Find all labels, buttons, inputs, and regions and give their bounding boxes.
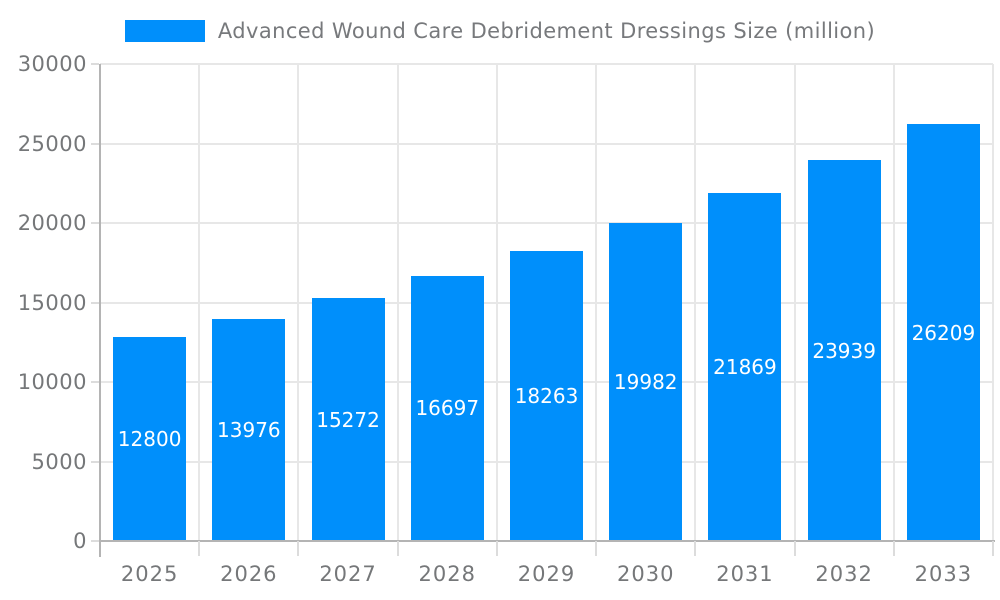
y-axis-line (99, 64, 101, 557)
x-tick-mark (99, 541, 101, 556)
y-tick-mark (91, 63, 99, 65)
y-tick-label-5000: 5000 (31, 449, 87, 474)
x-tick-label-2030: 2030 (616, 562, 675, 586)
legend-swatch (124, 20, 205, 42)
y-tick-label-25000: 25000 (17, 131, 87, 156)
bar-2027[interactable] (311, 298, 385, 541)
x-tick-label-2026: 2026 (220, 562, 278, 586)
x-tick-mark (198, 541, 201, 556)
x-tick-label-2027: 2027 (319, 562, 377, 586)
bar-value-2031: 21869 (713, 355, 777, 380)
y-tick-mark (91, 540, 99, 542)
v-gridline (495, 64, 498, 541)
bar-value-2029: 18263 (514, 383, 579, 408)
x-tick-label-2032: 2032 (815, 562, 873, 586)
x-axis-line (99, 540, 995, 542)
v-gridline (198, 64, 201, 541)
bar-2032[interactable] (807, 160, 881, 541)
bar-2030[interactable] (609, 223, 683, 541)
plot-area: 12800 13976 15272 16697 18263 19982 21869 23939… (100, 63, 994, 541)
x-tick-mark (297, 541, 300, 556)
h-gridline-25000 (100, 142, 993, 145)
x-tick-mark (992, 541, 994, 556)
v-gridline (595, 64, 598, 541)
x-tick-mark (793, 541, 796, 556)
bar-value-2026: 13976 (217, 417, 281, 442)
bar-value-2030: 19982 (613, 370, 678, 395)
bar-value-2027: 15272 (316, 407, 380, 432)
v-gridline (793, 64, 796, 541)
bar-value-2025: 12800 (117, 427, 182, 452)
bar-2026[interactable] (212, 318, 286, 541)
x-tick-label-2025: 2025 (120, 562, 179, 586)
y-tick-label-0: 0 (73, 529, 87, 553)
x-tick-label-2028: 2028 (418, 562, 476, 586)
bar-2031[interactable] (708, 193, 782, 541)
v-gridline (297, 64, 300, 541)
bar-value-2033: 26209 (911, 320, 976, 345)
x-tick-mark (396, 541, 399, 556)
chart-legend[interactable]: Advanced Wound Care Debridement Dressing… (0, 19, 1000, 43)
v-gridline (694, 64, 697, 541)
y-tick-mark (91, 301, 99, 304)
y-tick-mark (91, 142, 99, 145)
legend-label: Advanced Wound Care Debridement Dressing… (217, 19, 876, 43)
x-tick-mark (595, 541, 598, 556)
x-tick-mark (694, 541, 697, 556)
bar-2028[interactable] (410, 275, 484, 541)
bar-2029[interactable] (510, 250, 583, 541)
h-gridline-30000 (100, 63, 993, 65)
bar-value-2028: 16697 (415, 396, 480, 421)
bar-2025[interactable] (113, 337, 187, 541)
y-tick-label-20000: 20000 (17, 211, 87, 235)
y-tick-label-30000: 30000 (17, 52, 87, 76)
y-tick-label-10000: 10000 (17, 370, 87, 394)
y-tick-label-15000: 15000 (17, 290, 87, 315)
x-tick-label-2033: 2033 (914, 562, 973, 586)
x-tick-mark (495, 541, 498, 556)
x-tick-label-2029: 2029 (517, 562, 576, 586)
y-tick-mark (91, 381, 99, 383)
y-tick-mark (91, 222, 99, 224)
v-gridline (892, 64, 895, 541)
y-tick-mark (91, 460, 99, 463)
x-tick-mark (892, 541, 895, 556)
v-gridline (396, 64, 399, 541)
h-gridline-20000 (100, 222, 993, 224)
bar-value-2032: 23939 (812, 338, 876, 363)
v-gridline (992, 64, 994, 541)
x-tick-label-2031: 2031 (716, 562, 774, 586)
bar-2033[interactable] (906, 124, 980, 541)
